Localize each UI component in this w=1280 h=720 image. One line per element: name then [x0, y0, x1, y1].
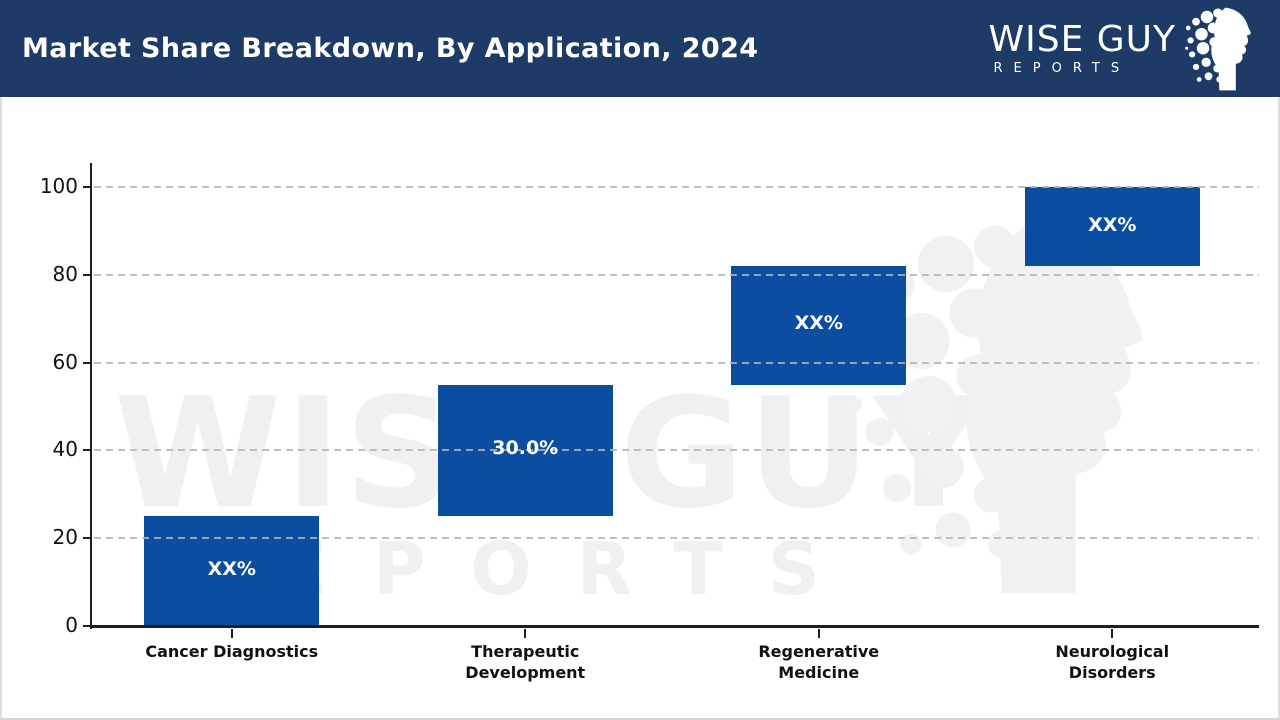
x-category-label: Regenerative Medicine [679, 641, 959, 683]
y-tick-label: 40 [52, 437, 78, 462]
y-tick [83, 625, 92, 627]
bar-value-label: XX% [1088, 213, 1137, 236]
x-category-label: Neurological Disorders [972, 641, 1252, 683]
bar-segment [731, 266, 907, 385]
y-tick-label: 0 [65, 613, 78, 637]
x-category-label: Cancer Diagnostics [92, 641, 372, 662]
bar-value-label: XX% [794, 312, 843, 335]
gridline [94, 273, 1259, 276]
y-tick-label: 80 [52, 261, 78, 286]
logo-subtitle: REPORTS [993, 60, 1131, 76]
x-tick [1111, 629, 1114, 638]
gridline [94, 361, 1259, 364]
y-tick [83, 449, 92, 452]
y-tick [83, 537, 92, 540]
bar-segment [144, 516, 320, 626]
gridline [94, 537, 1259, 540]
logo: WISE GUY REPORTS [989, 6, 1261, 92]
logo-face-icon [1185, 7, 1251, 90]
x-category-label-text: Regenerative Medicine [758, 642, 880, 683]
logo-wordmark: WISE GUY [988, 18, 1176, 60]
y-tick-label: 100 [39, 174, 78, 198]
x-category-label-text: Cancer Diagnostics [145, 642, 319, 661]
x-category-label-text: Neurological Disorders [1055, 642, 1170, 683]
gridline [94, 186, 1259, 188]
gridline [94, 449, 1259, 452]
x-tick [230, 629, 233, 638]
x-category-label: Therapeutic Development [385, 641, 665, 683]
y-axis [90, 163, 92, 629]
bar-value-label: 30.0% [492, 437, 559, 460]
x-tick [817, 629, 820, 638]
bar-value-label: XX% [207, 558, 256, 581]
y-tick [83, 361, 92, 364]
header: Market Share Breakdown, By Application, … [0, 0, 1280, 97]
x-tick [524, 629, 527, 638]
page-title: Market Share Breakdown, By Application, … [22, 33, 759, 64]
y-tick-label: 60 [52, 349, 78, 374]
y-tick [83, 273, 92, 276]
x-axis [90, 625, 1259, 628]
x-category-label-text: Therapeutic Development [465, 642, 586, 683]
y-tick [83, 186, 92, 188]
bar-segment [1024, 187, 1200, 267]
y-tick-label: 20 [52, 525, 78, 550]
chart-panel: WISE GUY REPORTS 0 20 40 60 80 100 XX% Cancer D… [0, 97, 1280, 720]
logo-text: WISE GUY REPORTS [988, 18, 1177, 76]
